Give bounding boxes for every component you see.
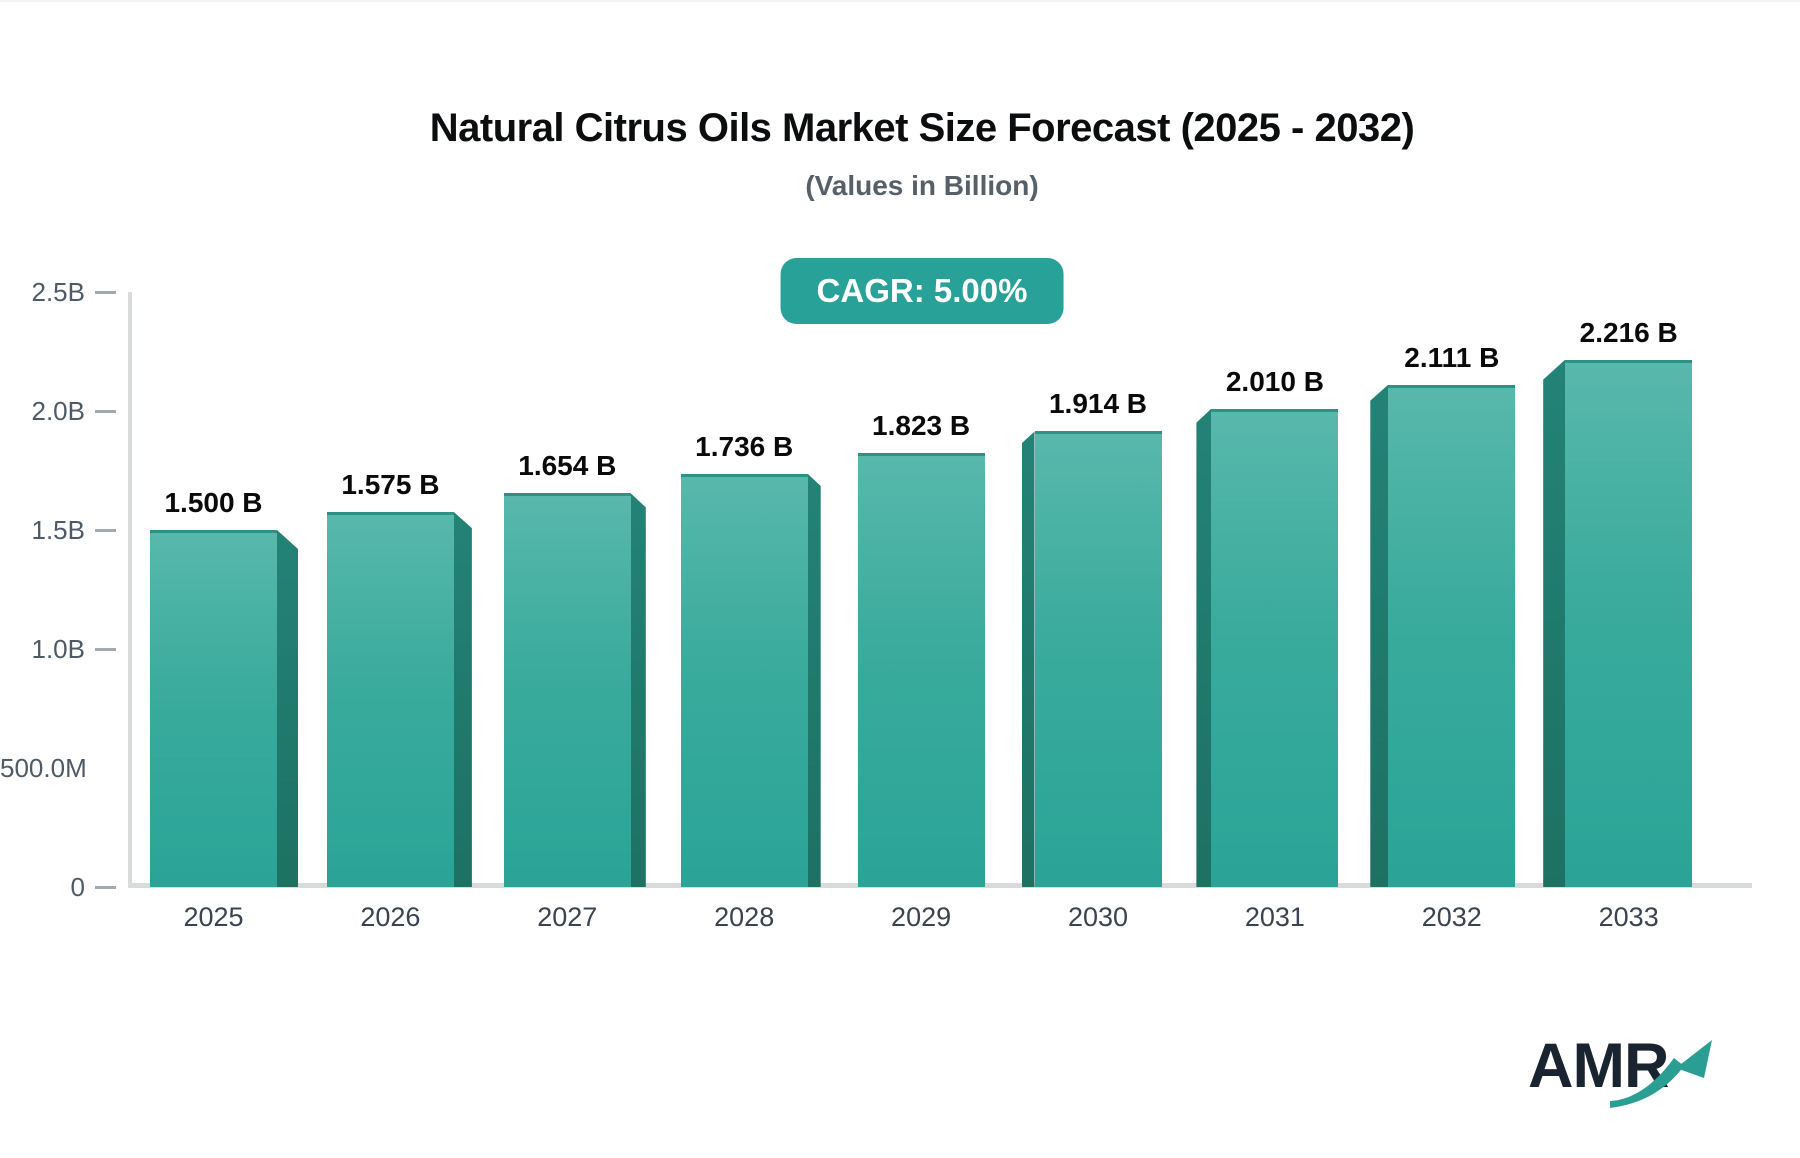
y-tick-label: 0 [70, 872, 85, 902]
bar-value-label-2030: 1.914 B [1048, 388, 1148, 420]
bar-value-label-2027: 1.654 B [518, 450, 617, 482]
x-axis-label-2028: 2028 [714, 902, 775, 932]
y-tick-mark [95, 886, 116, 889]
bar-side-shade-2032 [1370, 384, 1389, 887]
cagr-badge: CAGR: 5.00% [780, 258, 1064, 324]
bar-value-label-2032: 2.111 B [1404, 341, 1500, 373]
amr-logo-text: AMR [1528, 1031, 1669, 1101]
bar-2026 [326, 512, 454, 887]
bar-2027 [503, 493, 631, 887]
y-tick-label: 1.5B [31, 515, 86, 545]
y-tick-mark [95, 410, 116, 413]
x-axis-label-2031: 2031 [1244, 902, 1305, 932]
y-tick-label: 2.5B [31, 277, 86, 307]
bar-side-shade-2033 [1543, 359, 1566, 887]
y-tick-label: 2.0B [31, 396, 86, 426]
bar-side-shade-2031 [1196, 408, 1212, 887]
chart-title: Natural Citrus Oils Market Size Forecast… [429, 106, 1415, 150]
x-axis-label-2033: 2033 [1598, 902, 1659, 932]
bar-2028 [680, 473, 808, 887]
bar-value-label-2031: 2.010 B [1225, 365, 1324, 397]
x-axis-label-2026: 2026 [360, 902, 421, 932]
y-tick-label: 500.0M [0, 753, 87, 783]
bar-side-shade-2027 [630, 493, 646, 887]
y-tick-mark [95, 648, 116, 651]
bar-value-label-2026: 1.575 B [341, 469, 440, 501]
y-tick-label: 1.0B [31, 634, 86, 664]
bar-2033 [1565, 359, 1693, 887]
y-axis-line [128, 292, 132, 888]
bar-side-shade-2025 [277, 530, 298, 887]
bar-side-shade-2030 [1021, 431, 1035, 887]
bar-2029 [857, 453, 985, 887]
chart-subtitle: (Values in Billion) [805, 170, 1039, 201]
x-axis-label-2032: 2032 [1421, 902, 1482, 932]
bar-value-label-2028: 1.736 B [695, 430, 794, 462]
x-axis-label-2029: 2029 [891, 902, 952, 932]
y-tick-mark [95, 291, 116, 294]
x-axis-label-2030: 2030 [1067, 902, 1129, 932]
bar-2030 [1034, 431, 1162, 887]
bar-2025 [150, 530, 277, 887]
amr-logo: AMR [1528, 1031, 1712, 1116]
bar-side-shade-2026 [453, 512, 472, 887]
growth-arrow-icon [1610, 1040, 1712, 1108]
x-axis-label-2025: 2025 [183, 902, 244, 932]
bar-2031 [1211, 408, 1339, 887]
bar-value-label-2029: 1.823 B [872, 410, 971, 442]
bar-side-shade-2028 [807, 473, 821, 887]
x-axis-label-2027: 2027 [537, 902, 598, 932]
y-tick-mark [95, 529, 116, 532]
bar-value-label-2033: 2.216 B [1579, 316, 1678, 348]
bar-2032 [1388, 384, 1516, 887]
bar-value-label-2025: 1.500 B [164, 487, 263, 518]
